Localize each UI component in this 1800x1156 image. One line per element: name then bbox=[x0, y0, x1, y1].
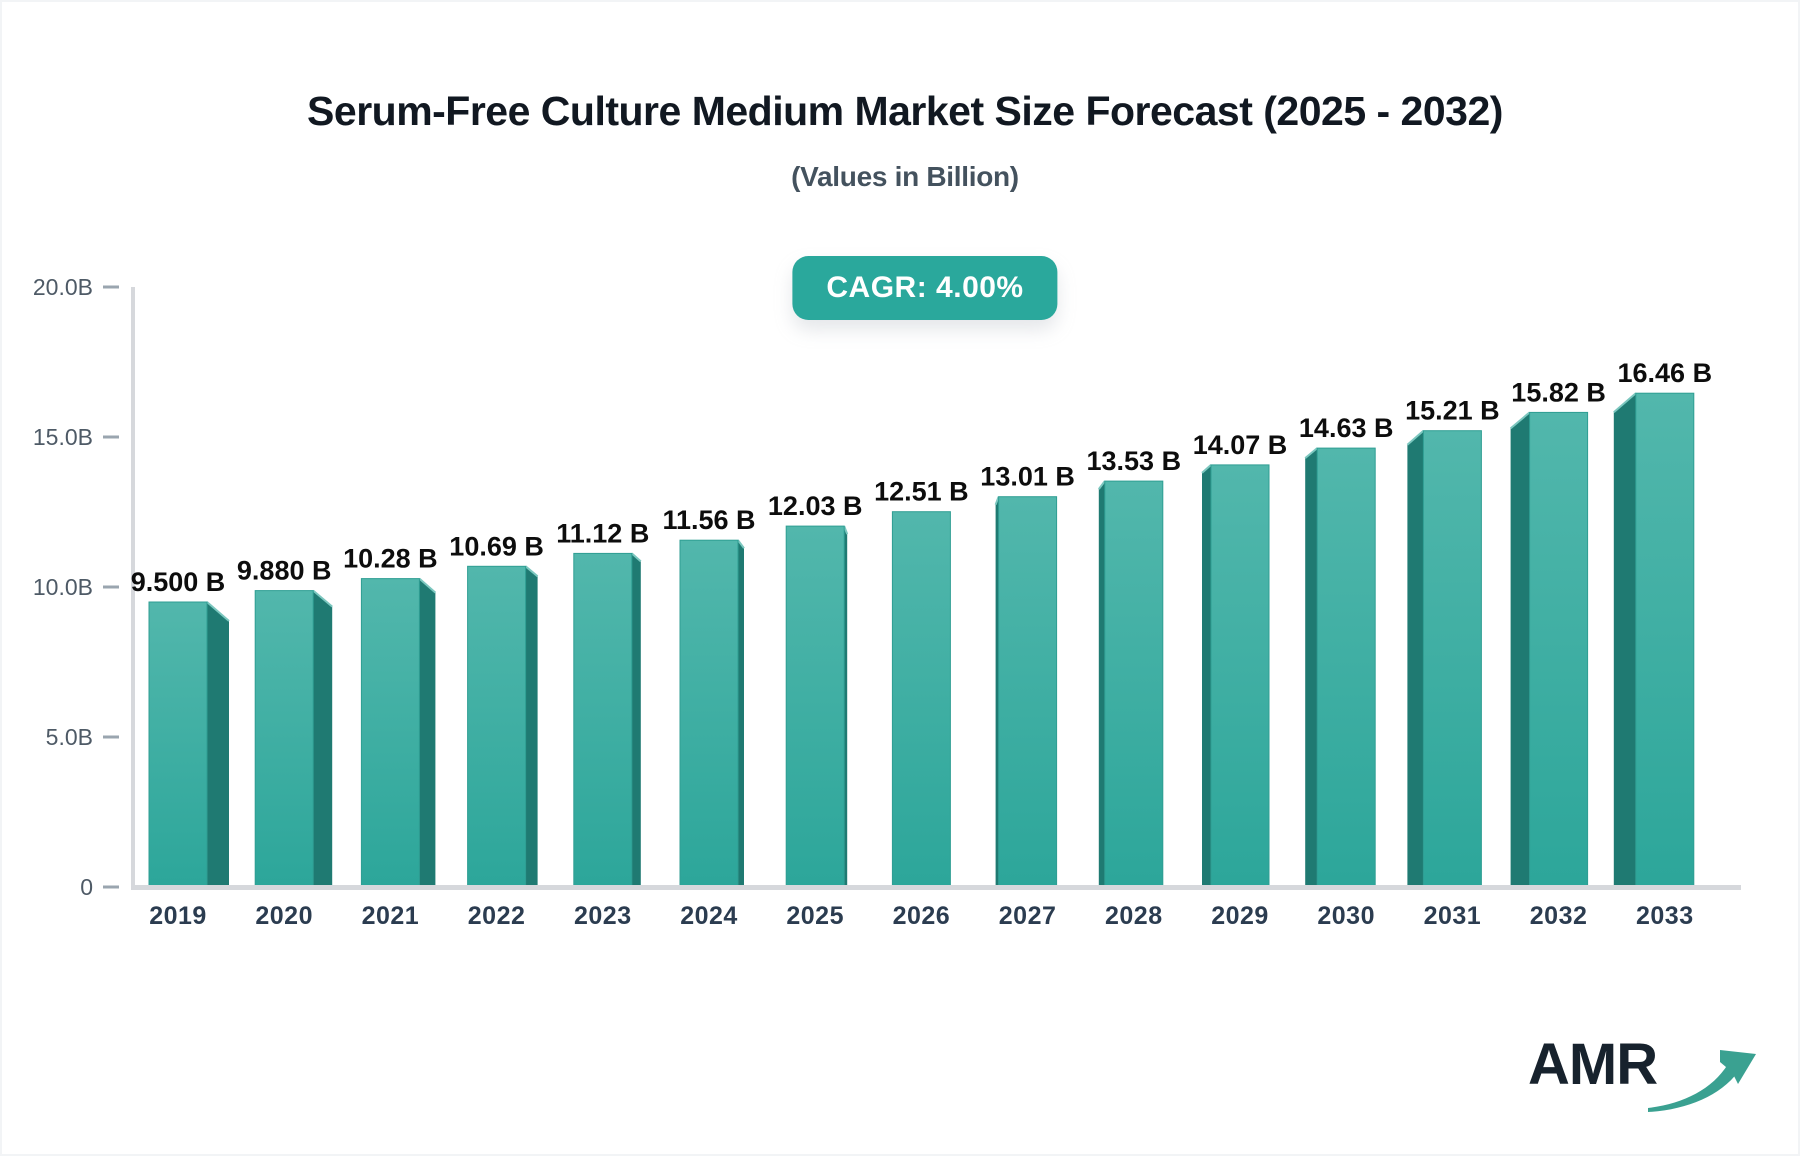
bar-2026 bbox=[891, 511, 951, 890]
bar-bevel-edge bbox=[1098, 480, 1106, 490]
bar-bevel-edge bbox=[737, 539, 745, 549]
y-axis-tick-label: 15.0B bbox=[33, 424, 93, 450]
bar-value-label: 11.56 B bbox=[662, 505, 755, 535]
x-axis-label: 2022 bbox=[468, 902, 526, 930]
amr-logo: AMR bbox=[1528, 1036, 1768, 1126]
y-axis-tick-label: 20.0B bbox=[33, 274, 93, 300]
x-axis-label: 2024 bbox=[680, 902, 738, 930]
bar-2025 bbox=[785, 525, 845, 890]
bar-bevel-edge bbox=[631, 552, 642, 563]
bar-2023 bbox=[573, 552, 633, 890]
chart-subtitle: (Values in Billion) bbox=[791, 161, 1019, 192]
bar-value-label: 13.01 B bbox=[980, 462, 1075, 492]
x-axis-label: 2023 bbox=[574, 902, 632, 930]
bar-value-label: 10.69 B bbox=[449, 531, 544, 561]
bar-side-face bbox=[1305, 448, 1318, 889]
bar-value-label: 14.07 B bbox=[1193, 430, 1288, 460]
bar-bevel-edge bbox=[312, 589, 333, 608]
bar-side-face bbox=[1098, 481, 1105, 889]
bar-value-label: 15.82 B bbox=[1511, 377, 1606, 407]
bar-value-label: 12.51 B bbox=[874, 477, 969, 507]
bar-2032 bbox=[1529, 411, 1589, 890]
chart-title: Serum-Free Culture Medium Market Size Fo… bbox=[307, 88, 1503, 134]
bar-side-face bbox=[525, 566, 538, 889]
bar-2029 bbox=[1210, 464, 1270, 890]
bar-value-label: 14.63 B bbox=[1299, 413, 1394, 443]
x-axis-label: 2021 bbox=[362, 902, 420, 930]
x-axis-label: 2027 bbox=[999, 902, 1057, 930]
amr-arrow-icon bbox=[1648, 1050, 1756, 1112]
bar-side-face bbox=[313, 590, 333, 889]
bar-value-label: 11.12 B bbox=[556, 518, 649, 548]
bar-value-label: 12.03 B bbox=[768, 491, 863, 521]
bar-value-label: 9.500 B bbox=[131, 567, 226, 597]
bar-side-face bbox=[1202, 464, 1211, 889]
cagr-badge: CAGR: 4.00% bbox=[792, 256, 1058, 320]
bar-value-label: 13.53 B bbox=[1087, 446, 1182, 476]
bar-side-face bbox=[631, 553, 641, 889]
x-axis-label: 2033 bbox=[1636, 902, 1694, 930]
bar-value-label: 9.880 B bbox=[237, 556, 332, 586]
bar-bevel-edge bbox=[206, 601, 230, 622]
amr-logo-text: AMR bbox=[1528, 1032, 1658, 1097]
bar-side-face bbox=[738, 540, 744, 889]
y-axis-tick-label: 5.0B bbox=[46, 724, 93, 750]
y-axis-tick-label: 0 bbox=[80, 874, 93, 900]
bar-2033 bbox=[1635, 392, 1695, 890]
bar-bevel-edge bbox=[1304, 447, 1318, 459]
bar-bevel-edge bbox=[418, 577, 437, 594]
bar-bevel-edge bbox=[1406, 429, 1425, 446]
x-axis-label: 2031 bbox=[1424, 902, 1482, 930]
bar-side-face bbox=[419, 578, 436, 889]
bar-value-label: 10.28 B bbox=[343, 544, 438, 574]
bar-2028 bbox=[1104, 480, 1164, 890]
bar-side-face bbox=[1510, 412, 1530, 889]
x-axis-label: 2028 bbox=[1105, 902, 1163, 930]
bar-2024 bbox=[679, 539, 739, 890]
bar-2019 bbox=[148, 601, 208, 890]
bar-2021 bbox=[360, 578, 420, 890]
bar-side-face bbox=[844, 526, 848, 889]
x-axis-label: 2030 bbox=[1317, 902, 1375, 930]
x-axis-label: 2032 bbox=[1530, 902, 1588, 930]
bar-value-label: 15.21 B bbox=[1405, 396, 1500, 426]
x-axis-label: 2019 bbox=[149, 902, 207, 930]
bar-2022 bbox=[467, 565, 527, 890]
bar-bevel-edge bbox=[1201, 464, 1212, 474]
bar-2031 bbox=[1422, 430, 1482, 890]
bar-side-face bbox=[1613, 393, 1636, 889]
bar-bevel-edge bbox=[1509, 411, 1531, 430]
bar-side-face bbox=[995, 496, 999, 889]
bar-side-face bbox=[207, 602, 229, 889]
x-axis-label: 2020 bbox=[255, 902, 313, 930]
bar-value-label: 16.46 B bbox=[1618, 358, 1713, 388]
x-axis-label: 2025 bbox=[786, 902, 844, 930]
bar-bevel-edge bbox=[1613, 392, 1637, 413]
bar-2020 bbox=[254, 590, 314, 890]
bar-side-face bbox=[1407, 430, 1424, 889]
y-axis-tick-label: 10.0B bbox=[33, 574, 93, 600]
chart-header: Serum-Free Culture Medium Market Size Fo… bbox=[0, 88, 1800, 193]
bar-2027 bbox=[998, 496, 1058, 890]
bar-2030 bbox=[1316, 447, 1376, 890]
x-axis-label: 2029 bbox=[1211, 902, 1269, 930]
x-axis-label: 2026 bbox=[893, 902, 951, 930]
bar-bevel-edge bbox=[524, 565, 539, 578]
